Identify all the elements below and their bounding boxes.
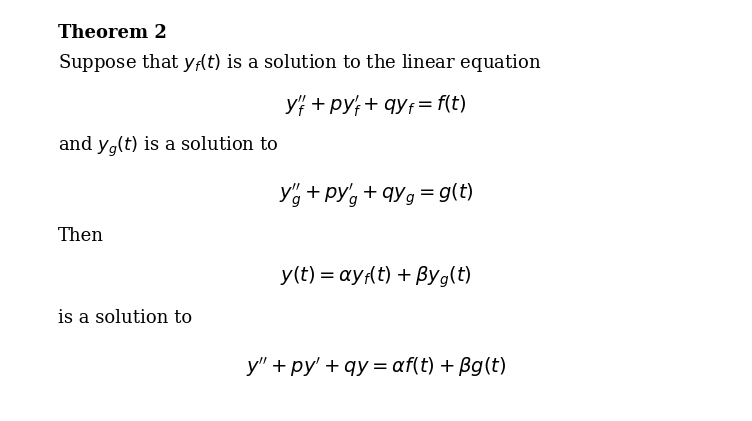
Text: Theorem 2: Theorem 2 (58, 24, 166, 43)
Text: is a solution to: is a solution to (58, 309, 192, 327)
Text: $y_f'' + py_f' + qy_f = f(t)$: $y_f'' + py_f' + qy_f = f(t)$ (285, 93, 467, 119)
Text: $y(t) = \alpha y_f(t) + \beta y_g(t)$: $y(t) = \alpha y_f(t) + \beta y_g(t)$ (280, 265, 472, 290)
Text: and $y_g(t)$ is a solution to: and $y_g(t)$ is a solution to (58, 135, 278, 160)
Text: Then: Then (58, 227, 104, 245)
Text: $y'' + py' + qy = \alpha f(t) + \beta g(t)$: $y'' + py' + qy = \alpha f(t) + \beta g(… (246, 355, 506, 379)
Text: $y_g'' + py_g' + qy_g = g(t)$: $y_g'' + py_g' + qy_g = g(t)$ (278, 181, 474, 210)
Text: Suppose that $y_f(t)$ is a solution to the linear equation: Suppose that $y_f(t)$ is a solution to t… (58, 52, 541, 74)
